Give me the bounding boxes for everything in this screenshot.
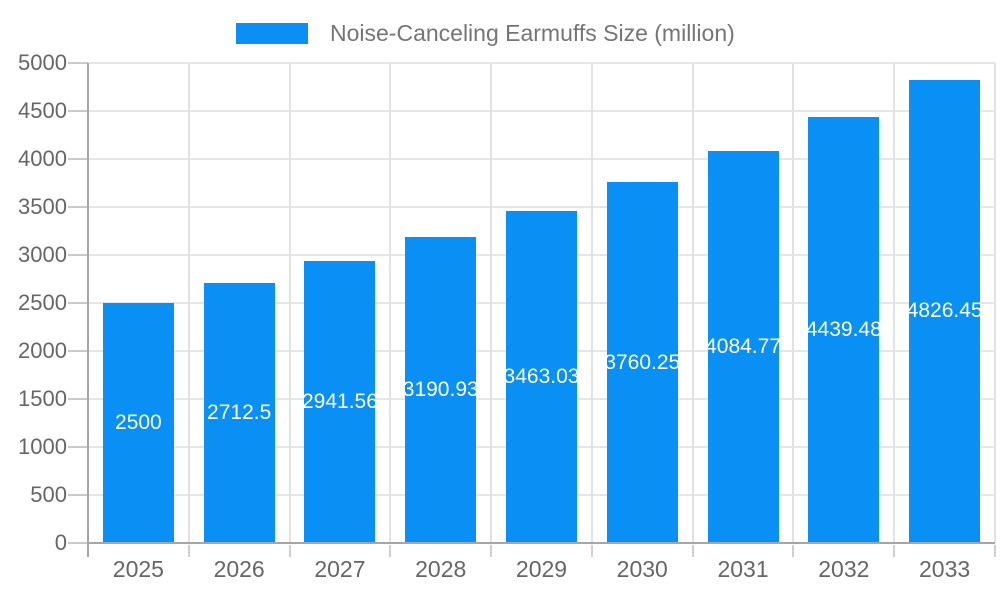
x-axis-tick [389, 545, 392, 557]
y-axis-line [87, 63, 89, 557]
x-axis-label: 2027 [314, 556, 366, 582]
bar: 4826.45 [909, 79, 981, 543]
y-axis-tick [68, 542, 88, 544]
y-axis-label: 2000 [18, 338, 67, 363]
y-axis-tick [68, 206, 88, 208]
y-axis-label: 3500 [18, 194, 67, 219]
v-gridline [792, 63, 795, 543]
y-axis-tick [68, 446, 88, 448]
y-axis-label: 4500 [18, 98, 67, 123]
bar: 2941.56 [304, 260, 376, 543]
h-gridline [88, 62, 995, 64]
y-axis-label: 5000 [18, 50, 67, 75]
y-axis-tick [68, 254, 88, 256]
y-axis-tick [68, 494, 88, 496]
x-axis-tick [590, 545, 593, 557]
y-axis-label: 1500 [18, 386, 67, 411]
y-axis-tick [68, 62, 88, 64]
bar: 3760.25 [606, 182, 678, 543]
x-axis-label: 2028 [415, 556, 467, 582]
x-axis-tick [893, 545, 896, 557]
v-gridline [590, 63, 593, 543]
h-gridline [88, 110, 995, 112]
h-gridline [88, 206, 995, 208]
bar-value-label: 2712.5 [207, 400, 272, 424]
v-gridline [994, 63, 996, 543]
y-axis-label: 2500 [18, 290, 67, 315]
y-axis-tick [68, 302, 88, 304]
x-axis-label: 2029 [515, 556, 568, 582]
bar: 2712.5 [203, 282, 275, 543]
x-axis-tick [187, 545, 190, 557]
bar: 4439.48 [808, 116, 880, 543]
y-axis-tick [68, 158, 88, 160]
x-axis-tick [792, 545, 795, 557]
bar-value-label: 3190.93 [405, 377, 477, 401]
legend-label: Noise-Canceling Earmuffs Size (million) [330, 20, 735, 46]
y-axis-label: 3000 [18, 242, 67, 267]
x-axis-label: 2031 [717, 556, 769, 582]
bar: 2500 [102, 303, 174, 543]
v-gridline [187, 63, 190, 543]
bar-value-label: 4826.45 [909, 299, 981, 323]
h-gridline [88, 158, 995, 160]
bar-value-label: 2941.56 [304, 389, 376, 413]
bar: 3190.93 [405, 236, 477, 543]
x-axis-tick [994, 545, 996, 557]
y-axis-label: 0 [54, 530, 67, 555]
y-axis-tick [68, 350, 88, 352]
v-gridline [389, 63, 392, 543]
v-gridline [691, 63, 694, 543]
x-axis-tick [288, 545, 291, 557]
legend-swatch [236, 23, 308, 44]
v-gridline [893, 63, 896, 543]
legend: Noise-Canceling Earmuffs Size (million) [236, 22, 735, 45]
y-axis-label: 500 [30, 482, 67, 507]
x-axis-tick [691, 545, 694, 557]
v-gridline [288, 63, 291, 543]
bar-value-label: 3463.03 [506, 364, 577, 388]
x-axis-label: 2025 [112, 556, 164, 582]
x-axis-label: 2032 [818, 556, 870, 582]
x-axis-label: 2033 [919, 556, 971, 582]
bar: 4084.77 [707, 150, 779, 543]
bar-value-label: 3760.25 [606, 350, 678, 374]
bar-value-label: 4084.77 [707, 334, 779, 358]
y-axis-label: 4000 [18, 146, 67, 171]
bar-value-label: 2500 [115, 411, 162, 434]
bar: 3463.03 [506, 210, 577, 543]
x-axis-tick [490, 545, 493, 557]
v-gridline [490, 63, 493, 543]
x-axis-label: 2030 [616, 556, 668, 582]
x-axis-label: 2026 [213, 556, 265, 582]
y-axis-tick [68, 398, 88, 400]
x-axis-line [87, 542, 995, 544]
y-axis-label: 1000 [18, 434, 67, 459]
bar-value-label: 4439.48 [808, 317, 880, 341]
y-axis-tick [68, 110, 88, 112]
